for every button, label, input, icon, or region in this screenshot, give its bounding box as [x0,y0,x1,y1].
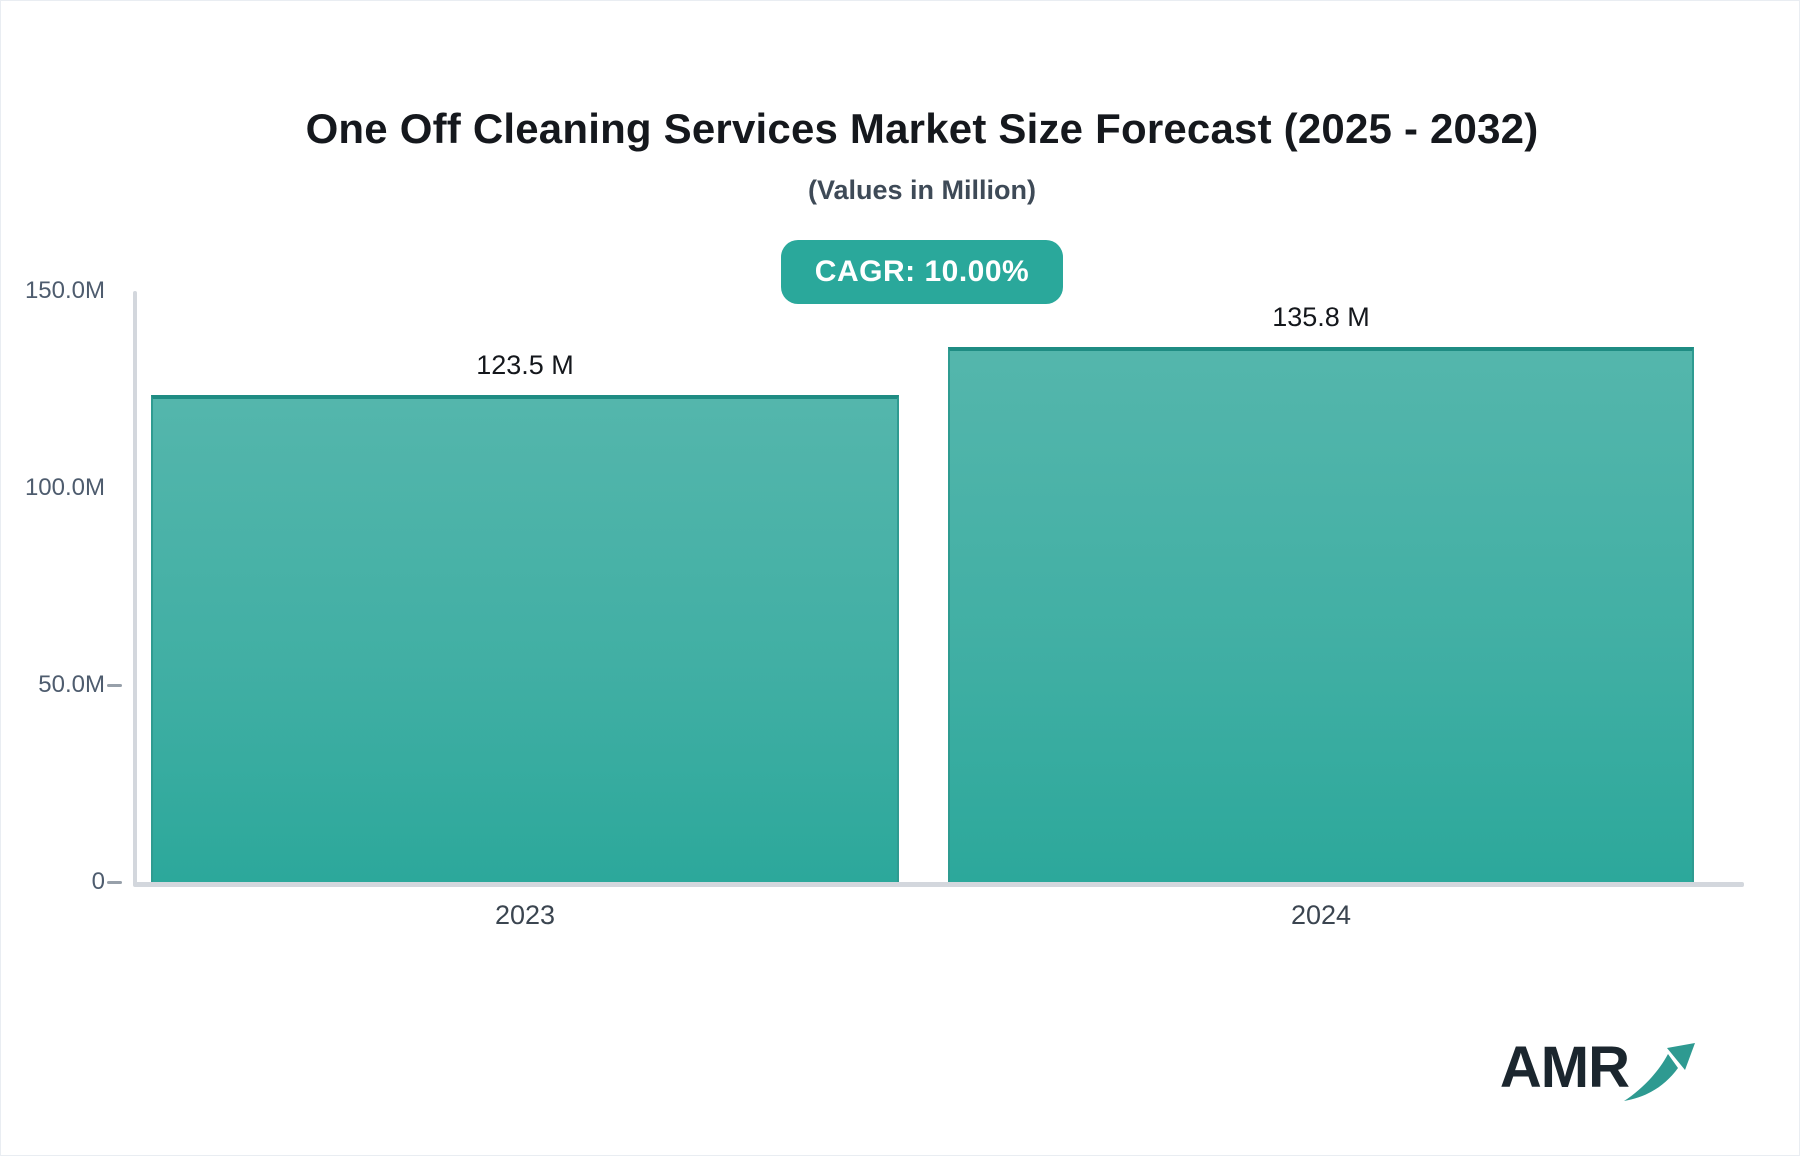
y-axis-tick-mark [107,881,122,884]
x-axis-category-label: 2024 [1290,900,1352,930]
bar-2024 [948,347,1694,882]
cagr-badge: CAGR: 10.00% [780,240,1064,304]
y-axis-tick-label: 150.0M [24,277,105,304]
bar-value-label: 135.8 M [1272,302,1370,332]
chart-header: One Off Cleaning Services Market Size Fo… [45,1,1799,304]
bar-value-label: 123.5 M [476,350,574,380]
chart-title: One Off Cleaning Services Market Size Fo… [305,105,1539,152]
y-axis-line [133,291,137,885]
y-axis-tick-label: 100.0M [24,474,105,501]
bar-2023 [151,395,899,882]
y-axis: 150.0M 100.0M 50.0M 0 [1,277,133,895]
y-axis-tick-label: 50.0M [38,671,105,698]
bar-chart-plot-area: 123.5 M 2023 135.8 M 2024 [133,291,1744,930]
x-axis-category-label: 2023 [494,900,556,930]
chart-subtitle: (Values in Million) [807,175,1037,205]
x-axis-line [133,882,1744,887]
amr-logo: AMR [1500,1039,1699,1103]
y-axis-tick-label: 0 [91,868,105,895]
amr-logo-text: AMR [1499,1035,1630,1100]
y-axis-tick-mark [107,684,122,687]
growth-arrow-icon [1624,1043,1695,1101]
